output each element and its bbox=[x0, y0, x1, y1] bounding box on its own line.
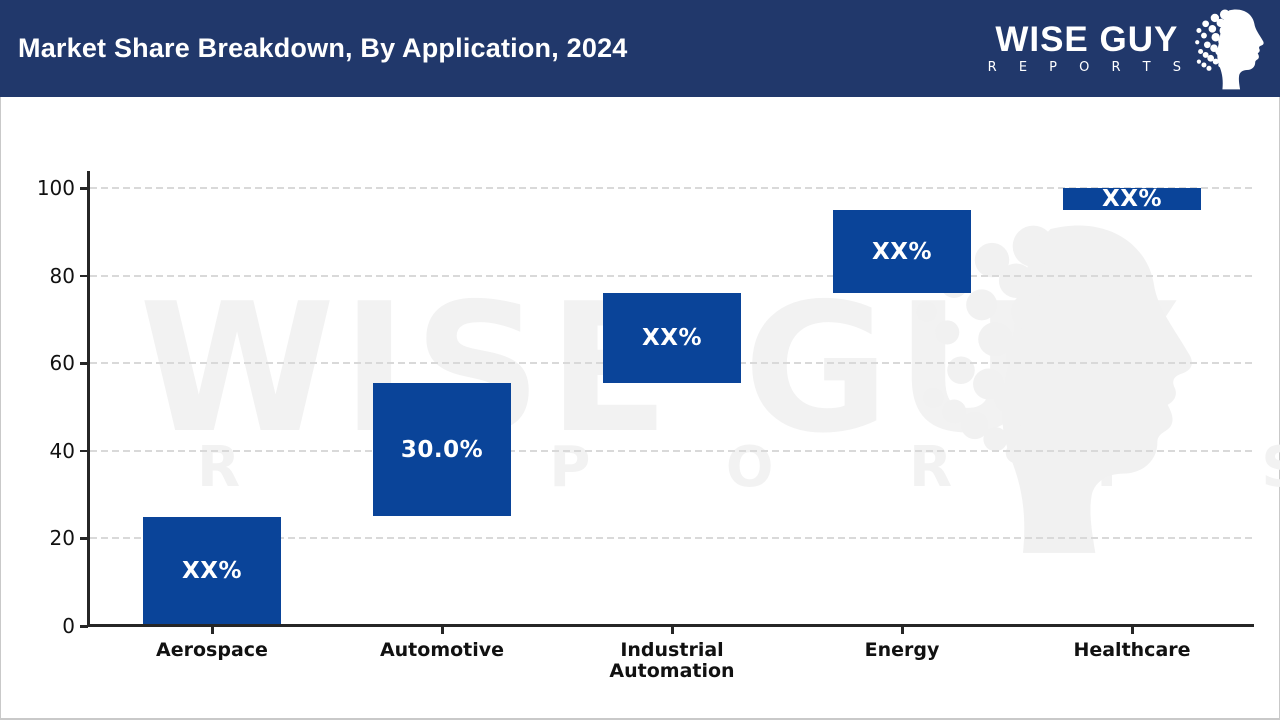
y-tick-label-0: 0 bbox=[62, 614, 75, 638]
y-tick-label-20: 20 bbox=[49, 526, 75, 551]
x-tick-label-industrial-automation: Industrial Automation bbox=[562, 640, 782, 682]
y-tick-mark-0 bbox=[80, 625, 88, 628]
gridline-100 bbox=[90, 187, 1254, 189]
bar-label-automotive: 30.0% bbox=[400, 436, 484, 463]
bar-energy: XX% bbox=[833, 209, 971, 294]
bar-aerospace: XX% bbox=[143, 516, 281, 626]
brand-logo-text: WISE GUY R E P O R T S bbox=[984, 22, 1190, 75]
gridline-40 bbox=[90, 449, 1254, 452]
x-tick-label-line: Automation bbox=[609, 660, 735, 682]
gridline-20 bbox=[90, 537, 1254, 540]
x-tick-label-healthcare: Healthcare bbox=[1022, 640, 1242, 661]
y-axis-line bbox=[87, 171, 90, 626]
x-tick-mark-industrial-automation bbox=[671, 626, 674, 634]
x-tick-label-line: Energy bbox=[864, 639, 940, 661]
x-tick-mark-energy bbox=[901, 626, 904, 634]
x-tick-label-line: Healthcare bbox=[1073, 639, 1191, 661]
bar-healthcare: XX% bbox=[1063, 185, 1201, 212]
y-tick-mark-40 bbox=[80, 449, 88, 453]
x-axis-line bbox=[87, 624, 1254, 627]
y-tick-label-60: 60 bbox=[49, 351, 75, 376]
brand-wordmark: WISE GUY bbox=[995, 20, 1179, 59]
bar-industrial-automation: XX% bbox=[603, 293, 741, 383]
brand-face-icon bbox=[1195, 8, 1264, 89]
x-tick-label-line: Automotive bbox=[379, 639, 505, 661]
gridline-80 bbox=[90, 274, 1254, 277]
x-tick-label-aerospace: Aerospace bbox=[102, 640, 322, 661]
bar-label-aerospace: XX% bbox=[181, 558, 242, 585]
y-tick-label-40: 40 bbox=[49, 438, 75, 463]
x-tick-label-line: Industrial bbox=[620, 639, 724, 661]
x-tick-mark-healthcare bbox=[1131, 626, 1134, 634]
bar-label-energy: XX% bbox=[871, 238, 932, 265]
brand-logo: WISE GUY R E P O R T S bbox=[984, 7, 1268, 91]
x-tick-label-line: Aerospace bbox=[156, 639, 268, 661]
y-tick-mark-100 bbox=[80, 187, 88, 190]
x-tick-mark-aerospace bbox=[211, 626, 214, 634]
header-bar: Market Share Breakdown, By Application, … bbox=[0, 0, 1280, 97]
x-tick-mark-automotive bbox=[441, 626, 444, 634]
y-tick-mark-60 bbox=[80, 362, 88, 365]
page-title: Market Share Breakdown, By Application, … bbox=[18, 33, 628, 63]
y-tick-label-100: 100 bbox=[36, 176, 75, 200]
bar-label-healthcare: XX% bbox=[1101, 185, 1162, 212]
x-tick-label-energy: Energy bbox=[792, 640, 1012, 661]
bar-label-industrial-automation: XX% bbox=[641, 325, 702, 351]
waterfall-chart: WISE GUY R E P O R T S 0 20 40 60 80 100 XX% 3… bbox=[1, 97, 1280, 718]
bar-automotive: 30.0% bbox=[373, 382, 511, 517]
y-tick-mark-80 bbox=[80, 274, 88, 278]
brand-subtitle: R E P O R T S bbox=[987, 60, 1190, 75]
y-tick-mark-20 bbox=[80, 537, 88, 540]
y-tick-label-80: 80 bbox=[49, 263, 75, 288]
x-tick-label-automotive: Automotive bbox=[332, 640, 552, 661]
watermark-face-icon bbox=[916, 225, 1192, 553]
